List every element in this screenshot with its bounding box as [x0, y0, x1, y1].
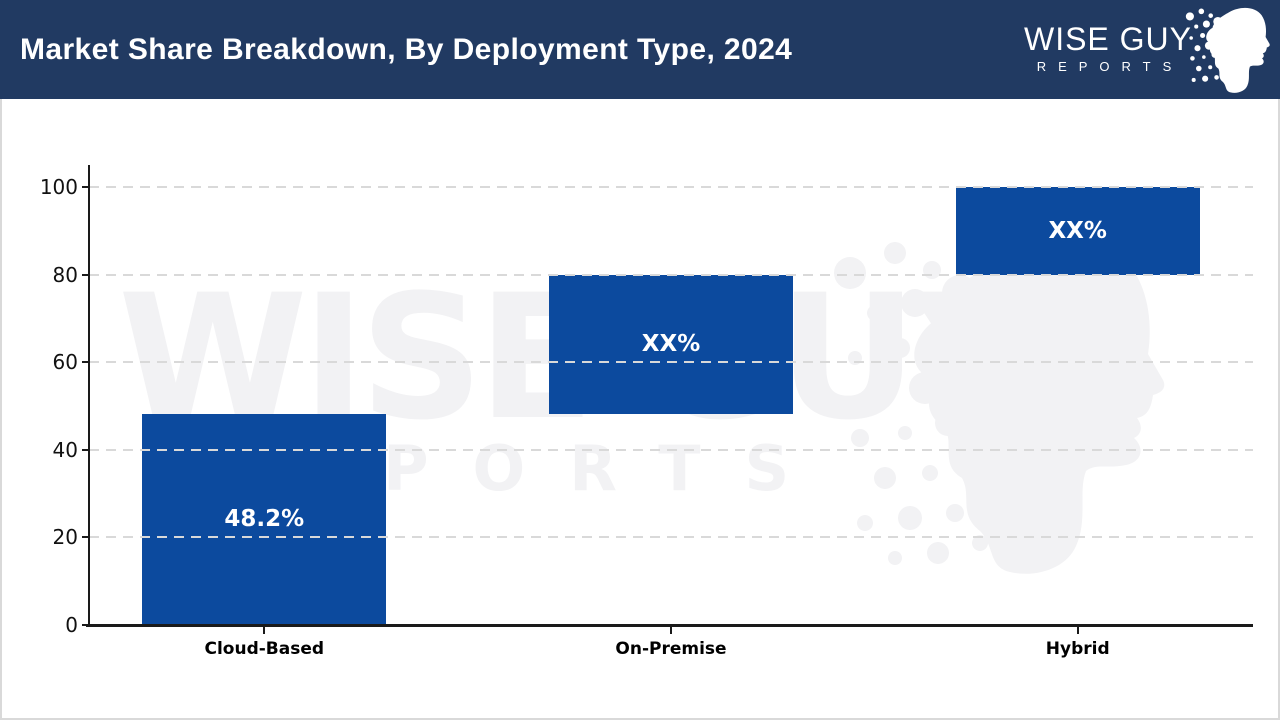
y-tick-label-80: 80 — [52, 262, 78, 287]
brand-logo-reports: REPORTS — [1036, 59, 1184, 74]
x-category-label: Hybrid — [1045, 639, 1110, 659]
gridline-80 — [89, 273, 1253, 276]
gridline-100 — [89, 186, 1253, 188]
brand-logo-face-icon — [1185, 7, 1270, 93]
y-tick-80 — [82, 273, 89, 276]
bar-on-premise[interactable] — [549, 275, 793, 414]
x-tick-1 — [670, 627, 672, 634]
x-category-label: On-Premise — [615, 639, 727, 659]
y-axis-spine — [88, 165, 90, 627]
chart-title: Market Share Breakdown, By Deployment Ty… — [20, 32, 793, 66]
y-tick-0 — [82, 624, 89, 626]
y-tick-label-60: 60 — [52, 350, 78, 375]
brand-logo-text: WISE GUY REPORTS — [1024, 22, 1192, 74]
x-tick-0 — [263, 627, 266, 634]
y-tick-100 — [82, 186, 89, 188]
header: Market Share Breakdown, By Deployment Ty… — [0, 0, 1280, 99]
brand-logo-wiseguy: WISE GUY — [1023, 21, 1192, 57]
bar-value-label: 48.2% — [224, 506, 305, 533]
y-tick-60 — [82, 361, 89, 364]
y-tick-label-0: 0 — [65, 613, 78, 637]
gridline-60 — [89, 361, 1253, 364]
x-axis-spine — [86, 624, 1253, 627]
x-tick-2 — [1076, 627, 1079, 634]
y-tick-label-20: 20 — [52, 525, 78, 550]
y-tick-20 — [82, 536, 89, 539]
x-category-label: Cloud-Based — [204, 639, 325, 659]
brand-logo: WISE GUY REPORTS — [1020, 0, 1270, 99]
gridline-40 — [89, 448, 1253, 451]
bar-value-label: XX% — [641, 331, 701, 358]
bar-value-label: XX% — [1048, 217, 1107, 244]
y-tick-label-40: 40 — [52, 437, 78, 462]
gridline-20 — [89, 536, 1253, 539]
y-tick-40 — [82, 448, 89, 451]
y-tick-label-100: 100 — [39, 175, 78, 199]
